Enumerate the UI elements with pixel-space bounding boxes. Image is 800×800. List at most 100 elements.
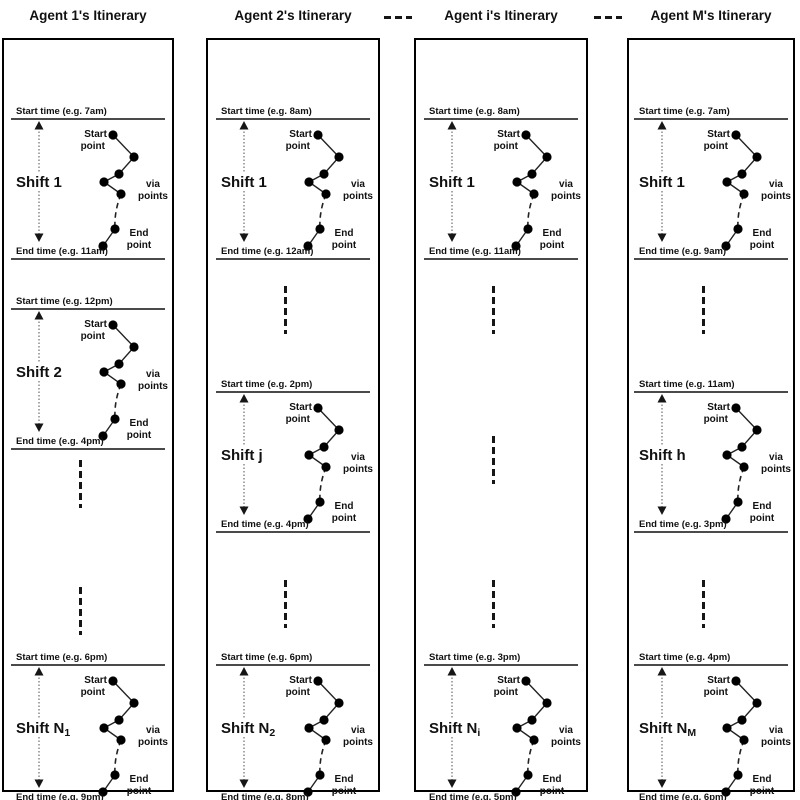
- via-point-dot: [116, 379, 126, 389]
- via-point-dot: [733, 497, 743, 507]
- end-point-dot: [98, 241, 108, 251]
- header-ellipsis-dashes: [384, 16, 412, 19]
- start-point-label: Start: [497, 675, 520, 686]
- more-shifts-ellipsis: [702, 286, 705, 334]
- via-points-label: via: [146, 369, 160, 380]
- start-point-dot: [313, 130, 323, 140]
- more-shifts-ellipsis: [702, 580, 705, 628]
- header-ellipsis-dashes: [594, 16, 622, 19]
- route-dashed-path: [319, 466, 327, 503]
- arrow-head-down-icon: [239, 779, 249, 788]
- arrow-head-down-icon: [447, 233, 457, 242]
- more-shifts-ellipsis: [492, 436, 495, 484]
- end-time-label: End time (e.g. 12am): [221, 246, 313, 257]
- via-point-dot: [129, 698, 139, 708]
- end-point-dot: [98, 431, 108, 441]
- start-point-label: Start: [84, 675, 107, 686]
- via-points-label: via: [146, 179, 160, 190]
- via-points-label: points: [761, 464, 791, 475]
- route-dashed-path: [737, 193, 745, 230]
- end-point-label: End: [335, 501, 354, 512]
- via-point-dot: [304, 723, 314, 733]
- arrow-head-down-icon: [34, 423, 44, 432]
- via-points-label: via: [351, 452, 365, 463]
- arrow-head-down-icon: [447, 779, 457, 788]
- via-points-label: via: [559, 179, 573, 190]
- via-point-dot: [334, 425, 344, 435]
- route-solid-path: [102, 134, 135, 195]
- start-point-label: point: [286, 414, 311, 425]
- shift-label-background: [12, 172, 74, 191]
- start-time-label: Start time (e.g. 6pm): [221, 652, 312, 663]
- agent-1-title: Agent 1's Itinerary: [29, 8, 147, 23]
- start-time-label: Start time (e.g. 3pm): [429, 652, 520, 663]
- start-point-dot: [108, 130, 118, 140]
- shift-block: Start time (e.g. 4pm) Shift NM Start poi…: [634, 652, 791, 800]
- shift-label-background: [635, 172, 697, 191]
- via-point-dot: [722, 177, 732, 187]
- shift-block: Start time (e.g. 3pm) Shift Ni Start poi…: [424, 652, 581, 800]
- via-point-dot: [129, 342, 139, 352]
- shift-block: Start time (e.g. 6pm) Shift N2 Start poi…: [216, 652, 373, 800]
- via-point-dot: [752, 152, 762, 162]
- shift-name-label: Shift j: [221, 447, 263, 464]
- route-solid-path: [102, 324, 135, 385]
- arrow-head-down-icon: [657, 779, 667, 788]
- via-points-label: points: [138, 737, 168, 748]
- shift-label-background: [635, 718, 701, 737]
- via-point-dot: [321, 735, 331, 745]
- route-solid-path: [307, 680, 340, 741]
- shift-label-background: [217, 172, 279, 191]
- via-point-dot: [99, 723, 109, 733]
- route-dashed-path: [737, 466, 745, 503]
- via-point-dot: [110, 224, 120, 234]
- via-point-dot: [733, 770, 743, 780]
- start-point-label: Start: [497, 129, 520, 140]
- via-points-label: points: [343, 464, 373, 475]
- via-points-label: via: [769, 179, 783, 190]
- via-points-label: points: [138, 191, 168, 202]
- via-point-dot: [116, 189, 126, 199]
- via-point-dot: [114, 359, 124, 369]
- arrow-head-up-icon: [34, 311, 44, 320]
- start-time-label: Start time (e.g. 8am): [429, 106, 520, 117]
- agent-2-title: Agent 2's Itinerary: [234, 8, 352, 23]
- start-time-label: Start time (e.g. 8am): [221, 106, 312, 117]
- shift-block: Start time (e.g. 11am) Shift h Start poi…: [634, 379, 791, 533]
- via-points-label: points: [761, 737, 791, 748]
- end-time-label: End time (e.g. 3pm): [639, 519, 727, 530]
- more-shifts-ellipsis: [492, 286, 495, 334]
- end-point-dot: [98, 787, 108, 797]
- end-point-label: point: [332, 513, 357, 524]
- via-points-label: points: [761, 191, 791, 202]
- start-time-label: Start time (e.g. 7am): [639, 106, 730, 117]
- more-shifts-ellipsis: [492, 580, 495, 628]
- start-time-label: Start time (e.g. 7am): [16, 106, 107, 117]
- agent-1-panel: Start time (e.g. 7am) Shift 1 Start poin…: [2, 38, 174, 800]
- arrow-head-down-icon: [239, 506, 249, 515]
- via-point-dot: [99, 367, 109, 377]
- start-time-label: Start time (e.g. 2pm): [221, 379, 312, 390]
- arrow-head-down-icon: [657, 233, 667, 242]
- end-point-label: point: [127, 430, 152, 441]
- route-solid-path: [515, 134, 548, 195]
- arrow-head-up-icon: [34, 121, 44, 130]
- via-point-dot: [321, 462, 331, 472]
- arrow-head-up-icon: [657, 121, 667, 130]
- end-point-label: End: [335, 228, 354, 239]
- route-solid-path: [102, 680, 135, 741]
- end-point-label: point: [540, 786, 565, 797]
- end-point-dot: [511, 241, 521, 251]
- shift-name-label: Shift N1: [16, 720, 70, 739]
- via-point-dot: [737, 442, 747, 452]
- via-point-dot: [512, 177, 522, 187]
- end-point-label: End: [753, 501, 772, 512]
- end-time-label: End time (e.g. 11am): [429, 246, 521, 257]
- end-point-dot: [303, 514, 313, 524]
- start-point-dot: [731, 403, 741, 413]
- via-points-label: points: [138, 381, 168, 392]
- arrow-head-up-icon: [239, 667, 249, 676]
- via-points-label: points: [343, 191, 373, 202]
- via-point-dot: [114, 715, 124, 725]
- more-shifts-ellipsis: [79, 460, 82, 508]
